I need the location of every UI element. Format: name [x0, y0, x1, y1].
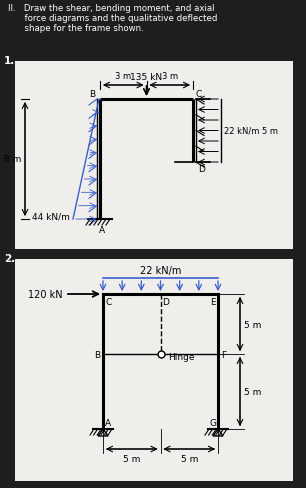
- Text: 3 m: 3 m: [115, 72, 131, 81]
- Text: 5 m: 5 m: [123, 454, 140, 463]
- Text: shape for the frame shown.: shape for the frame shown.: [8, 24, 144, 33]
- Bar: [15, 260, 293, 481]
- Text: F: F: [221, 350, 226, 359]
- Bar: [15, 62, 293, 249]
- Text: A: A: [99, 225, 105, 235]
- Text: G: G: [209, 418, 216, 427]
- Text: C: C: [105, 297, 111, 306]
- Text: 22 kN/m 5 m: 22 kN/m 5 m: [224, 127, 278, 136]
- Text: 3 m: 3 m: [162, 72, 178, 81]
- Text: 2.: 2.: [4, 253, 15, 264]
- Text: D: D: [198, 164, 205, 174]
- Text: 120 kN: 120 kN: [28, 289, 63, 299]
- Text: E: E: [211, 297, 216, 306]
- Text: 135 kN: 135 kN: [130, 73, 162, 82]
- Text: C: C: [196, 90, 202, 99]
- Text: A: A: [105, 418, 111, 427]
- Text: 1.: 1.: [4, 56, 15, 66]
- Text: 5 m: 5 m: [181, 454, 198, 463]
- Text: 44 kN/m: 44 kN/m: [32, 212, 70, 221]
- Text: 22 kN/m: 22 kN/m: [140, 265, 181, 275]
- Text: B: B: [94, 350, 100, 359]
- Text: Hinge: Hinge: [169, 352, 195, 361]
- Text: 8 m: 8 m: [4, 155, 21, 164]
- Text: 5 m: 5 m: [244, 320, 261, 329]
- Text: D: D: [162, 297, 170, 306]
- Text: II.   Draw the shear, bending moment, and axial: II. Draw the shear, bending moment, and …: [8, 4, 215, 13]
- Text: 5 m: 5 m: [244, 387, 261, 396]
- Text: force diagrams and the qualitative deflected: force diagrams and the qualitative defle…: [8, 14, 217, 23]
- Text: B: B: [89, 90, 95, 99]
